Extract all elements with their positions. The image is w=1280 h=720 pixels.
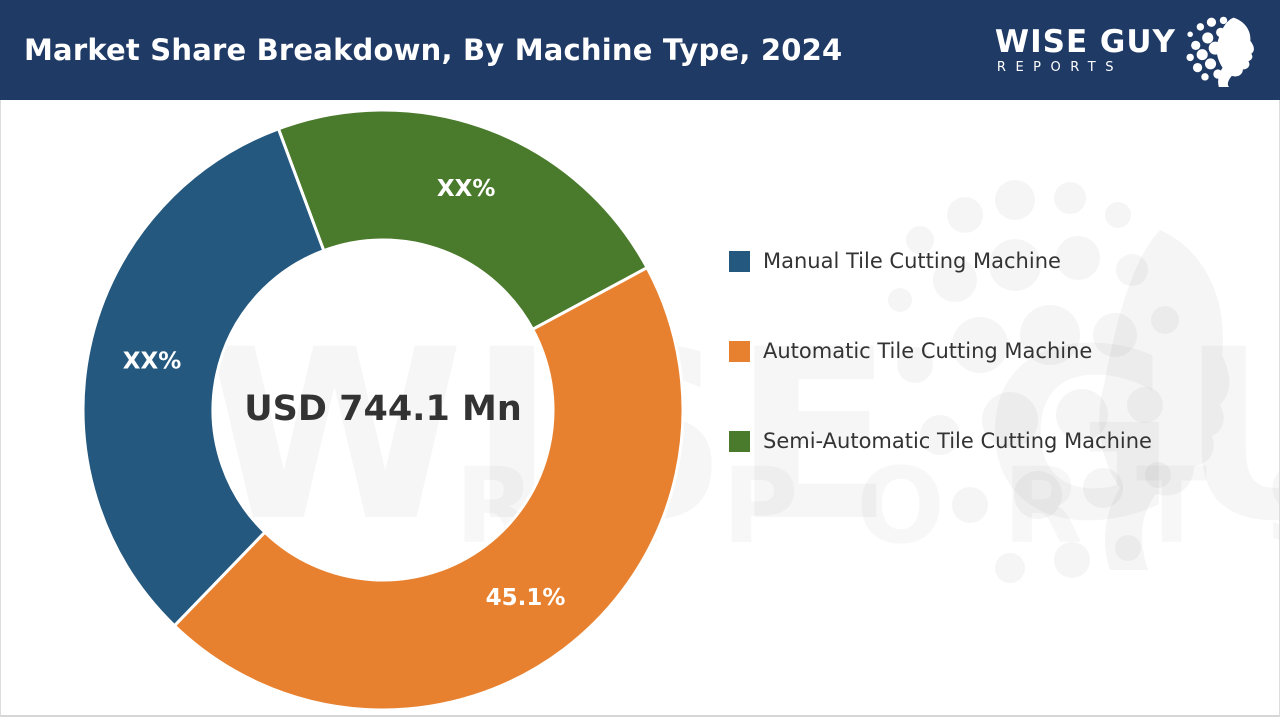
brand-logo: WISE GUY REPORTS [995,13,1254,87]
brand-logo-text: WISE GUY REPORTS [994,23,1176,75]
brand-logo-line1: WISE GUY [994,23,1176,60]
legend-swatch-icon [729,340,750,362]
legend-item: Automatic Tile Cutting Machine [729,339,1152,363]
legend-swatch-icon [729,430,750,452]
legend-label: Semi-Automatic Tile Cutting Machine [763,429,1152,453]
legend-label: Manual Tile Cutting Machine [763,249,1061,273]
legend-swatch-icon [729,250,750,272]
page-title: Market Share Breakdown, By Machine Type,… [24,33,843,67]
slice-label: XX% [123,349,182,375]
slice-label: XX% [437,176,496,202]
donut-slice-semi-automatic-tile-cutting-machine [276,108,650,332]
donut-slice-automatic-tile-cutting-machine [172,265,685,712]
brand-logo-line2: REPORTS [996,59,1124,75]
legend-item: Manual Tile Cutting Machine [729,249,1152,273]
header-bar: Market Share Breakdown, By Machine Type,… [0,0,1280,100]
chart-legend: Manual Tile Cutting Machine Automatic Til… [729,249,1152,519]
brand-face-icon [1186,16,1254,87]
donut-slice-manual-tile-cutting-machine [81,126,326,628]
chart-center-value: USD 744.1 Mn [244,389,522,429]
slice-label: 45.1% [486,585,566,611]
legend-label: Automatic Tile Cutting Machine [763,339,1093,363]
legend-item: Semi-Automatic Tile Cutting Machine [729,429,1152,453]
